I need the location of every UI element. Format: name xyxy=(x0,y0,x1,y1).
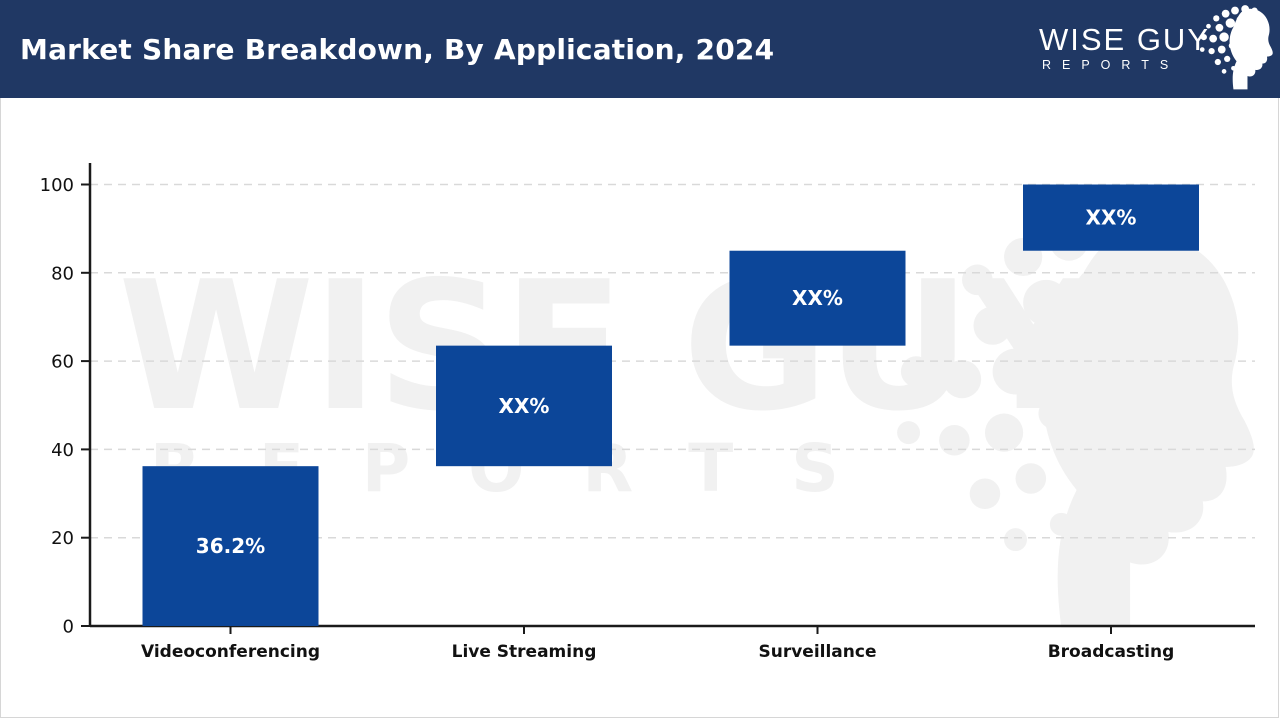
bar-videoconferencing xyxy=(142,466,319,626)
header-bar: Market Share Breakdown, By Application, … xyxy=(0,0,1280,98)
bar-surveillance xyxy=(729,250,906,346)
y-tick-label-100: 100 xyxy=(40,175,74,196)
y-tick-label-20: 20 xyxy=(51,528,74,549)
y-tick-label-40: 40 xyxy=(51,440,74,461)
y-tick-label-0: 0 xyxy=(63,617,74,638)
category-label-broadcasting: Broadcasting xyxy=(1048,642,1175,662)
category-label-live-streaming: Live Streaming xyxy=(452,642,597,662)
category-label-videoconferencing: Videoconferencing xyxy=(141,642,320,662)
brand-name: WISE GUY xyxy=(1038,22,1210,58)
category-label-surveillance: Surveillance xyxy=(758,642,876,662)
brand-logo-text: WISE GUY REPORTS xyxy=(1039,24,1210,72)
brand-head-icon xyxy=(1196,4,1274,92)
bar-value-label-surveillance: XX% xyxy=(792,286,843,310)
bar-value-label-broadcasting: XX% xyxy=(1086,206,1137,230)
brand-logo: WISE GUY REPORTS xyxy=(1039,4,1274,92)
bar-value-label-videoconferencing: 36.2% xyxy=(196,534,265,558)
y-tick-label-60: 60 xyxy=(51,352,74,373)
brand-subtitle: REPORTS xyxy=(1041,57,1180,72)
bar-value-label-live-streaming: XX% xyxy=(499,394,550,418)
bar-live-streaming xyxy=(436,345,612,467)
y-tick-label-80: 80 xyxy=(51,263,74,284)
page-title: Market Share Breakdown, By Application, … xyxy=(20,32,775,66)
